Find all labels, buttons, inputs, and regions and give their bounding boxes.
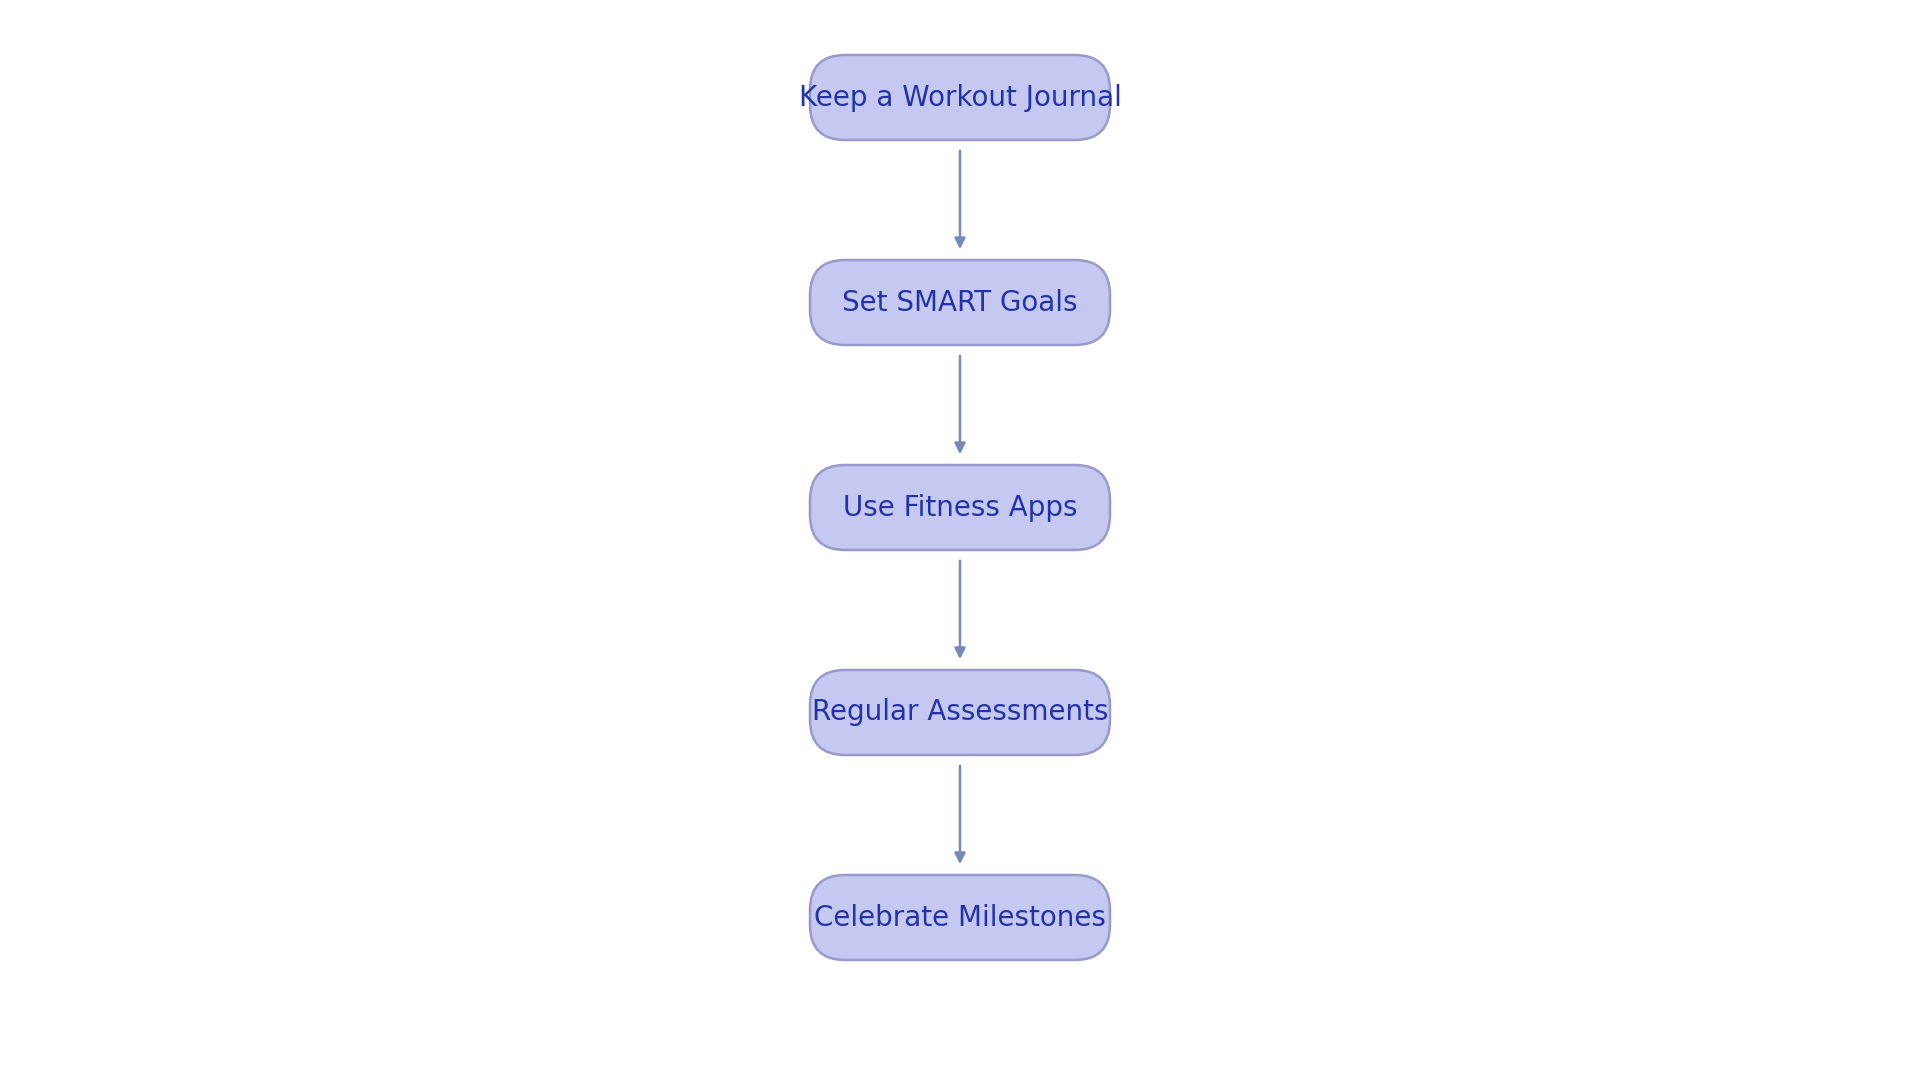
FancyBboxPatch shape [810, 670, 1110, 755]
Text: Keep a Workout Journal: Keep a Workout Journal [799, 83, 1121, 112]
FancyBboxPatch shape [810, 260, 1110, 345]
FancyBboxPatch shape [810, 55, 1110, 140]
FancyBboxPatch shape [810, 465, 1110, 550]
Text: Use Fitness Apps: Use Fitness Apps [843, 494, 1077, 522]
FancyBboxPatch shape [810, 875, 1110, 960]
Text: Regular Assessments: Regular Assessments [812, 699, 1108, 727]
Text: Set SMART Goals: Set SMART Goals [843, 288, 1077, 316]
Text: Celebrate Milestones: Celebrate Milestones [814, 903, 1106, 931]
